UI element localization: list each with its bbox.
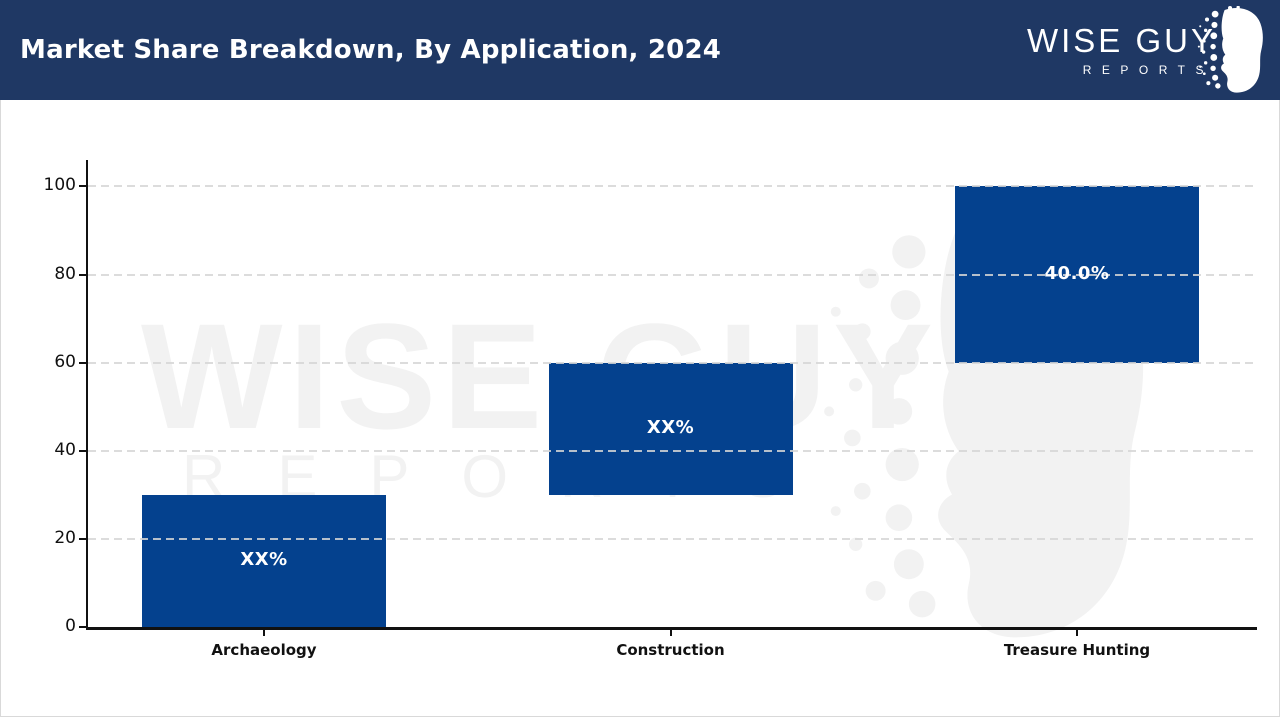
y-tick-mark <box>79 449 87 452</box>
bar-archaeology <box>142 494 386 627</box>
y-tick-mark <box>79 361 87 364</box>
bar-value-label: XX% <box>240 548 288 570</box>
y-tick-label: 60 <box>54 351 76 372</box>
y-tick-label: 100 <box>43 175 76 196</box>
y-tick-label: 40 <box>54 439 76 460</box>
y-axis <box>86 160 88 629</box>
y-gridline <box>88 361 1256 364</box>
bar-construction <box>548 362 793 495</box>
y-tick-label: 20 <box>54 527 76 548</box>
x-tick-label: Archaeology <box>211 641 317 659</box>
header: Market Share Breakdown, By Application, … <box>0 0 1280 100</box>
y-tick-mark <box>79 185 87 188</box>
x-tick-label: Construction <box>616 641 725 659</box>
y-tick-mark <box>79 537 87 540</box>
y-gridline <box>88 185 1256 188</box>
logo-wordmark: WISE GUY <box>1026 21 1216 59</box>
y-tick-label: 80 <box>54 263 76 284</box>
logo-text: WISE GUY REPORTS <box>1027 24 1216 77</box>
page-title: Market Share Breakdown, By Application, … <box>20 35 722 65</box>
y-gridline <box>88 537 1256 540</box>
y-tick-label: 0 <box>65 616 76 636</box>
x-tick-mark <box>669 628 672 636</box>
y-tick-mark <box>79 626 87 628</box>
bar-value-label: 40.0% <box>1044 262 1110 284</box>
y-tick-mark <box>79 273 87 276</box>
bar-value-label: XX% <box>646 416 695 438</box>
x-axis <box>86 627 1257 630</box>
x-tick-mark <box>263 628 265 636</box>
wiseguy-logo: WISE GUY REPORTS <box>1027 0 1266 100</box>
y-gridline <box>88 449 1256 452</box>
x-tick-label: Treasure Hunting <box>1003 641 1151 659</box>
logo-subtitle: REPORTS <box>1082 62 1214 77</box>
y-gridline <box>88 273 1256 276</box>
